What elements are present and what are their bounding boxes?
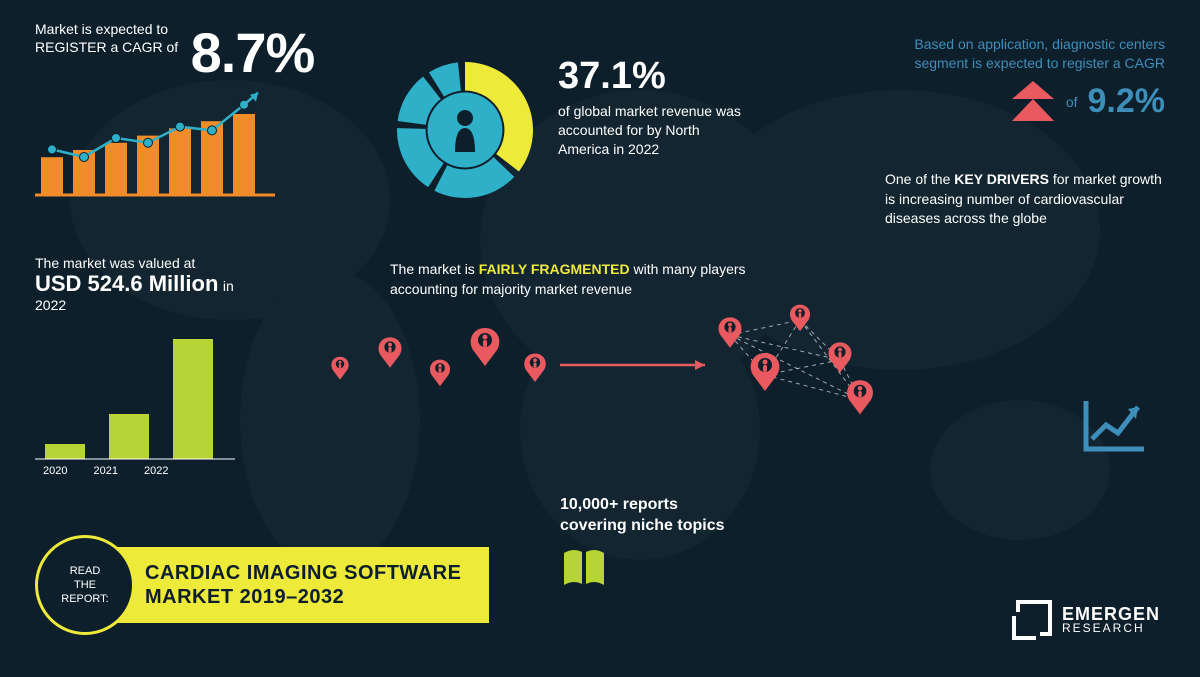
growth-linechart-icon — [1080, 395, 1150, 455]
key-drivers-text: One of the KEY DRIVERS for market growth… — [885, 170, 1165, 229]
banner-title: CARDIAC IMAGING SOFTWARE MARKET 2019–203… — [85, 547, 489, 623]
banner-circle: READ THE REPORT: — [35, 535, 135, 635]
fragmented-block: The market is FAIRLY FRAGMENTED with man… — [390, 260, 750, 299]
cagr-block: Market is expected to REGISTER a CAGR of… — [35, 20, 314, 85]
valuation-lead: The market was valued at — [35, 255, 295, 271]
valuation-year: 2022 — [35, 297, 295, 313]
donut-percent: 37.1% — [558, 55, 748, 98]
brand-logo: EMERGEN RESEARCH — [1010, 598, 1160, 642]
application-of-label: of — [1066, 94, 1078, 110]
reports-block: 10,000+ reports covering niche topics — [560, 495, 724, 592]
donut-description: of global market revenue was accounted f… — [558, 102, 748, 159]
valuation-chart — [35, 321, 235, 461]
cagr-value: 8.7% — [191, 20, 315, 85]
valuation-block: The market was valued at USD 524.6 Milli… — [35, 255, 295, 477]
fragmented-graphic — [300, 300, 920, 420]
up-triangles-icon — [1010, 79, 1056, 125]
donut-chart — [390, 55, 540, 205]
valuation-amount: USD 524.6 Million — [35, 271, 218, 296]
combo-chart — [35, 85, 275, 205]
reports-line1: 10,000+ reports — [560, 495, 724, 516]
report-banner: READ THE REPORT: CARDIAC IMAGING SOFTWAR… — [35, 535, 489, 635]
donut-block: 37.1% of global market revenue was accou… — [390, 55, 748, 205]
application-text: Based on application, diagnostic centers… — [914, 36, 1165, 71]
application-percent: 9.2% — [1088, 82, 1166, 121]
valuation-in: in — [223, 278, 234, 294]
book-icon — [560, 547, 608, 587]
cagr-label: Market is expected to REGISTER a CAGR of — [35, 20, 178, 56]
logo-mark-icon — [1010, 598, 1054, 642]
valuation-chart-labels: 202020212022 — [43, 465, 295, 477]
reports-line2: covering niche topics — [560, 516, 724, 537]
logo-sub: RESEARCH — [1062, 623, 1160, 634]
application-cagr-block: Based on application, diagnostic centers… — [885, 35, 1165, 125]
